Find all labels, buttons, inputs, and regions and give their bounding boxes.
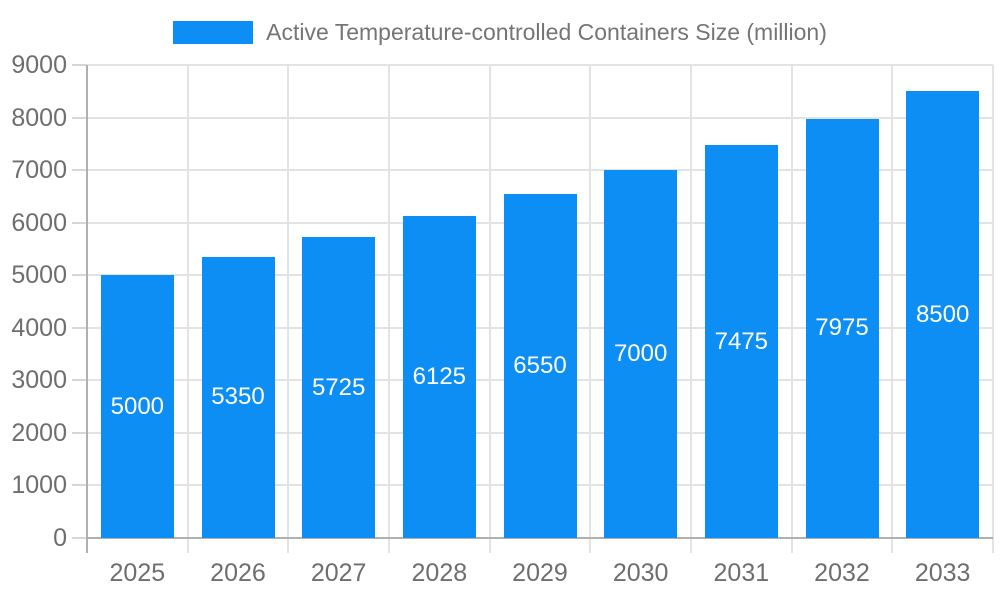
y-tick-label: 1000 (11, 471, 67, 500)
gridline-horizontal (87, 116, 993, 119)
y-axis-tick (72, 537, 87, 539)
bar-value-label: 5725 (311, 373, 366, 401)
y-axis-tick (72, 169, 87, 172)
bar-value-label: 5350 (211, 383, 265, 411)
gridline-vertical (186, 65, 189, 553)
x-tick-label: 2028 (411, 559, 468, 587)
gridline-vertical (589, 65, 592, 553)
x-axis-line (87, 537, 993, 539)
y-axis-tick (72, 64, 87, 66)
bar[interactable]: 7000 (604, 170, 678, 538)
x-tick-label: 2027 (310, 559, 367, 587)
x-tick-label: 2032 (814, 559, 870, 587)
bar[interactable]: 8500 (906, 91, 980, 538)
bar-value-label: 7000 (613, 340, 668, 368)
gridline-vertical (388, 65, 390, 553)
legend-swatch-icon (173, 20, 254, 44)
gridline-vertical (992, 65, 994, 553)
legend[interactable]: Active Temperature-controlled Containers… (0, 18, 1000, 46)
x-tick-label: 2029 (512, 559, 568, 587)
bar[interactable]: 5350 (201, 256, 275, 538)
x-tick-label: 2026 (210, 559, 266, 587)
y-axis-tick (72, 221, 87, 224)
y-axis-tick (72, 116, 87, 119)
bar[interactable]: 7475 (704, 145, 778, 538)
y-tick-label: 9000 (11, 51, 67, 79)
gridline-vertical (488, 65, 491, 553)
y-axis-tick (72, 431, 87, 434)
bar-value-label: 6550 (513, 351, 567, 379)
y-axis-line (86, 65, 88, 553)
bar[interactable]: 5000 (100, 275, 174, 538)
bar-value-label: 7975 (815, 314, 869, 342)
y-axis-tick (72, 379, 87, 382)
bar[interactable]: 6550 (503, 193, 577, 538)
plot-area: 0 1000 2000 3000 4000 5000 6000 7000 8000 9000 500… (11, 51, 994, 587)
y-tick-label: 5000 (11, 261, 67, 290)
gridline-vertical (790, 65, 793, 553)
bar-value-label: 5000 (110, 392, 165, 420)
bar-value-label: 6125 (412, 363, 467, 391)
y-tick-label: 3000 (11, 366, 67, 395)
y-axis-tick (72, 274, 87, 277)
legend-label: Active Temperature-controlled Containers… (266, 19, 827, 45)
bar[interactable]: 7975 (805, 118, 879, 538)
bar-value-label: 7475 (714, 327, 769, 355)
gridline-vertical (891, 65, 894, 553)
y-axis-tick (72, 326, 87, 329)
x-tick-label: 2030 (612, 559, 669, 587)
y-tick-label: 0 (53, 524, 67, 552)
y-tick-label: 8000 (11, 103, 67, 132)
x-tick-label: 2025 (109, 559, 166, 587)
gridline-horizontal (87, 64, 993, 66)
y-tick-label: 6000 (11, 208, 67, 237)
gridline-horizontal (87, 169, 993, 172)
y-tick-label: 2000 (11, 418, 67, 447)
x-tick-label: 2031 (713, 559, 770, 587)
gridline-vertical (287, 65, 290, 553)
x-tick-label: 2033 (914, 559, 971, 587)
bar[interactable]: 6125 (402, 216, 476, 538)
y-tick-label: 4000 (11, 313, 67, 342)
bar-value-label: 8500 (915, 300, 970, 328)
y-tick-label: 7000 (11, 156, 67, 185)
y-axis-tick (72, 484, 87, 487)
bar[interactable]: 5725 (302, 237, 376, 538)
gridline-vertical (690, 65, 692, 553)
